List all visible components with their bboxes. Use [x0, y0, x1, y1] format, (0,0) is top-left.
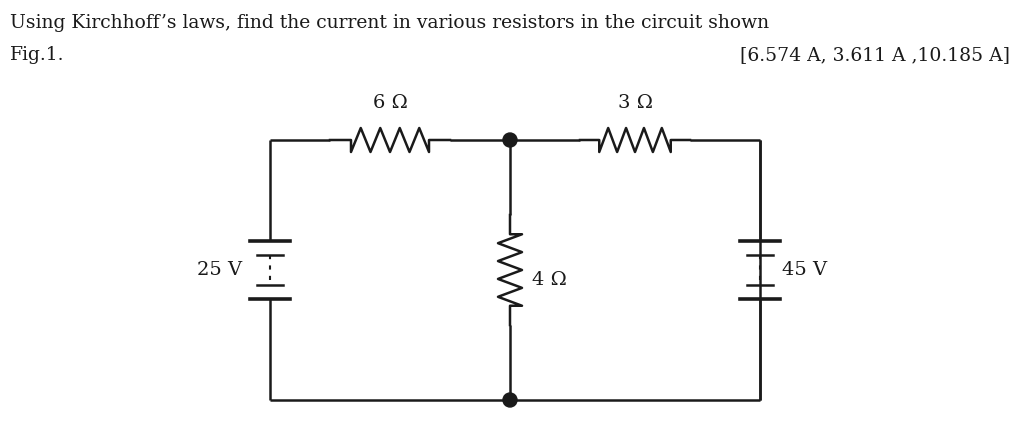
Text: 6 Ω: 6 Ω [373, 94, 408, 112]
Text: 25 V: 25 V [197, 261, 242, 279]
Text: Using Kirchhoff’s laws, find the current in various resistors in the circuit sho: Using Kirchhoff’s laws, find the current… [10, 14, 769, 32]
Circle shape [503, 393, 517, 407]
Text: [6.574 A, 3.611 A ,10.185 A]: [6.574 A, 3.611 A ,10.185 A] [740, 46, 1010, 64]
Text: 3 Ω: 3 Ω [617, 94, 652, 112]
Text: 4 Ω: 4 Ω [532, 271, 567, 289]
Circle shape [503, 133, 517, 147]
Text: Fig.1.: Fig.1. [10, 46, 65, 64]
Text: 45 V: 45 V [782, 261, 827, 279]
